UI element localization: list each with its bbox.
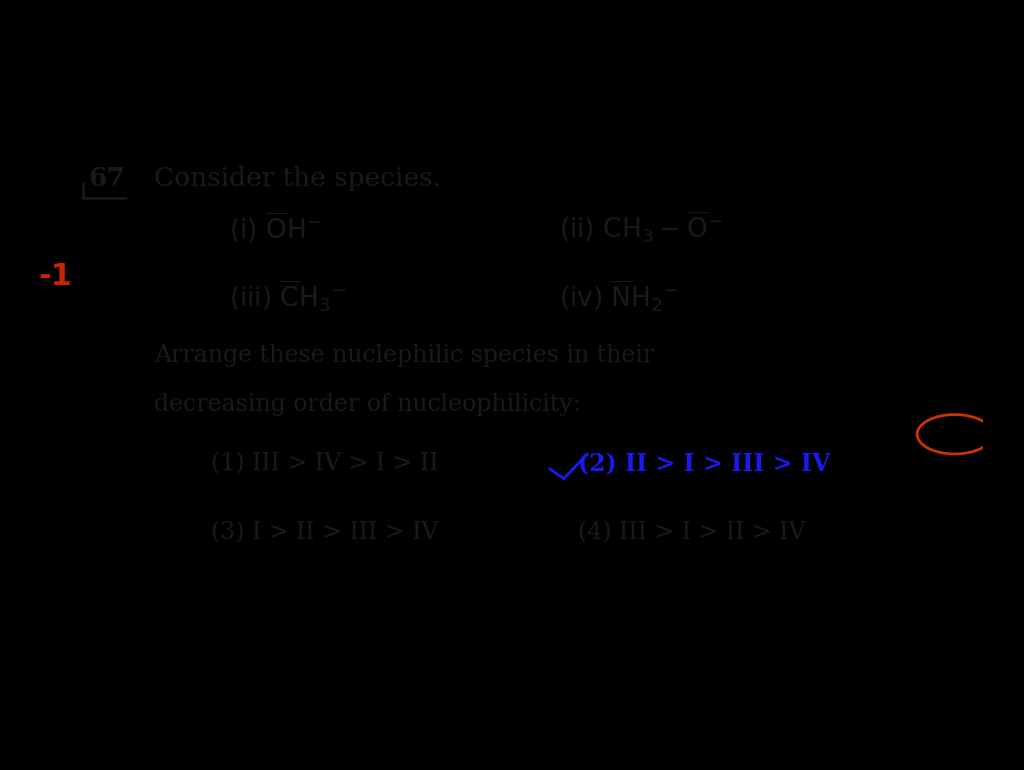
Text: (3) I > II > III > IV: (3) I > II > III > IV	[211, 521, 438, 544]
Text: Arrange these nuclephilic species in their: Arrange these nuclephilic species in the…	[154, 344, 654, 367]
Text: (4) III > I > II > IV: (4) III > I > II > IV	[578, 521, 806, 544]
Text: (i) $\mathdefault{\overline{O}H}^{-}$: (i) $\mathdefault{\overline{O}H}^{-}$	[229, 210, 323, 245]
Text: (iii) $\mathdefault{\overline{C}H_3}^{-}$: (iii) $\mathdefault{\overline{C}H_3}^{-}…	[229, 279, 347, 314]
Text: Consider the species.: Consider the species.	[154, 166, 441, 190]
Text: -1: -1	[38, 262, 72, 291]
Text: (ii) $\mathdefault{CH_3 - \overline{O}}^{-}$: (ii) $\mathdefault{CH_3 - \overline{O}}^…	[559, 209, 723, 245]
Text: (1) III > IV > I > II: (1) III > IV > I > II	[211, 452, 438, 475]
Text: 67: 67	[89, 166, 125, 190]
Text: (2) II > I > III > IV: (2) II > I > III > IV	[578, 452, 830, 476]
Text: decreasing order of nucleophilicity:: decreasing order of nucleophilicity:	[154, 393, 581, 417]
Text: (iv) $\mathdefault{\overline{N}H_2}^{-}$: (iv) $\mathdefault{\overline{N}H_2}^{-}$	[559, 279, 679, 314]
